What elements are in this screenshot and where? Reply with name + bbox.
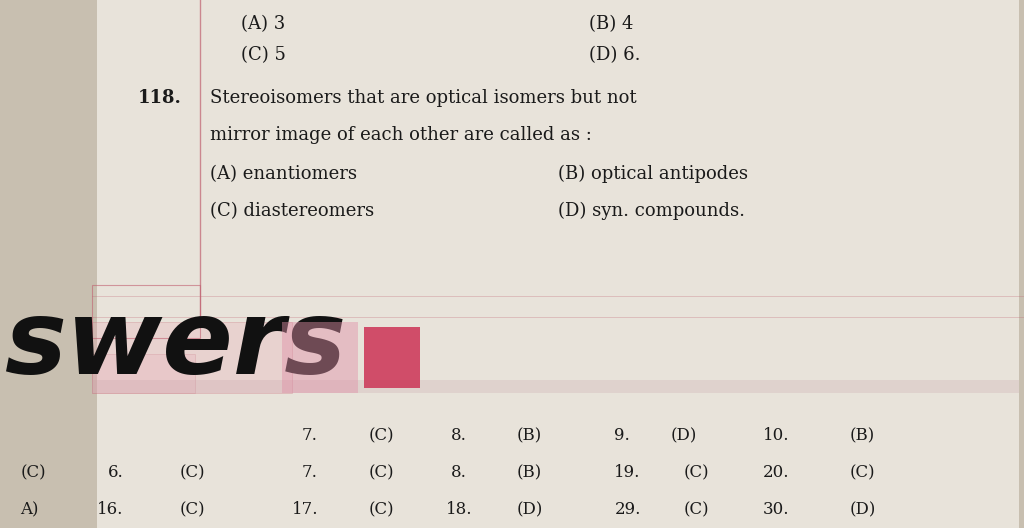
- Text: 16.: 16.: [97, 501, 124, 518]
- Text: (C): (C): [179, 464, 205, 481]
- Text: Stereoisomers that are optical isomers but not: Stereoisomers that are optical isomers b…: [210, 89, 637, 107]
- Text: 7.: 7.: [302, 464, 318, 481]
- Text: (D): (D): [671, 427, 697, 444]
- Text: (D): (D): [517, 501, 544, 518]
- Text: (C): (C): [20, 464, 46, 481]
- Text: 20.: 20.: [763, 464, 790, 481]
- Text: (C): (C): [850, 464, 876, 481]
- Text: (C): (C): [369, 464, 394, 481]
- Text: (C): (C): [684, 464, 710, 481]
- Text: (A) enantiomers: (A) enantiomers: [210, 165, 357, 183]
- Text: (B) 4: (B) 4: [589, 15, 633, 33]
- Text: 10.: 10.: [763, 427, 790, 444]
- Bar: [0, 0, 97, 528]
- Text: 7.: 7.: [302, 427, 318, 444]
- Text: 6.: 6.: [108, 464, 123, 481]
- Bar: [364, 327, 420, 388]
- Text: mirror image of each other are called as :: mirror image of each other are called as…: [210, 126, 592, 144]
- Bar: [92, 354, 195, 393]
- Bar: [92, 285, 200, 338]
- Text: (C): (C): [369, 427, 394, 444]
- Text: A): A): [20, 501, 39, 518]
- Text: (C): (C): [179, 501, 205, 518]
- Text: 17.: 17.: [292, 501, 318, 518]
- Text: (B): (B): [517, 427, 543, 444]
- Text: (D) 6.: (D) 6.: [589, 46, 640, 64]
- Text: (C): (C): [369, 501, 394, 518]
- Text: (B): (B): [517, 464, 543, 481]
- Text: 8.: 8.: [451, 427, 467, 444]
- Text: (C): (C): [684, 501, 710, 518]
- Text: 118.: 118.: [138, 89, 182, 107]
- Text: (B): (B): [850, 427, 876, 444]
- Text: 29.: 29.: [614, 501, 641, 518]
- Text: 30.: 30.: [763, 501, 790, 518]
- Text: 9.: 9.: [614, 427, 630, 444]
- Text: 18.: 18.: [445, 501, 472, 518]
- Bar: [92, 322, 292, 393]
- Text: 19.: 19.: [614, 464, 641, 481]
- Text: (D): (D): [850, 501, 877, 518]
- Text: (A) 3: (A) 3: [241, 15, 285, 33]
- Text: (C) diastereomers: (C) diastereomers: [210, 202, 374, 220]
- Text: (C) 5: (C) 5: [241, 46, 286, 64]
- Text: (B) optical antipodes: (B) optical antipodes: [558, 165, 749, 183]
- Text: swers: swers: [5, 295, 347, 397]
- Bar: [282, 322, 358, 393]
- Bar: [92, 380, 1019, 393]
- Text: (D) syn. compounds.: (D) syn. compounds.: [558, 202, 745, 220]
- Text: 8.: 8.: [451, 464, 467, 481]
